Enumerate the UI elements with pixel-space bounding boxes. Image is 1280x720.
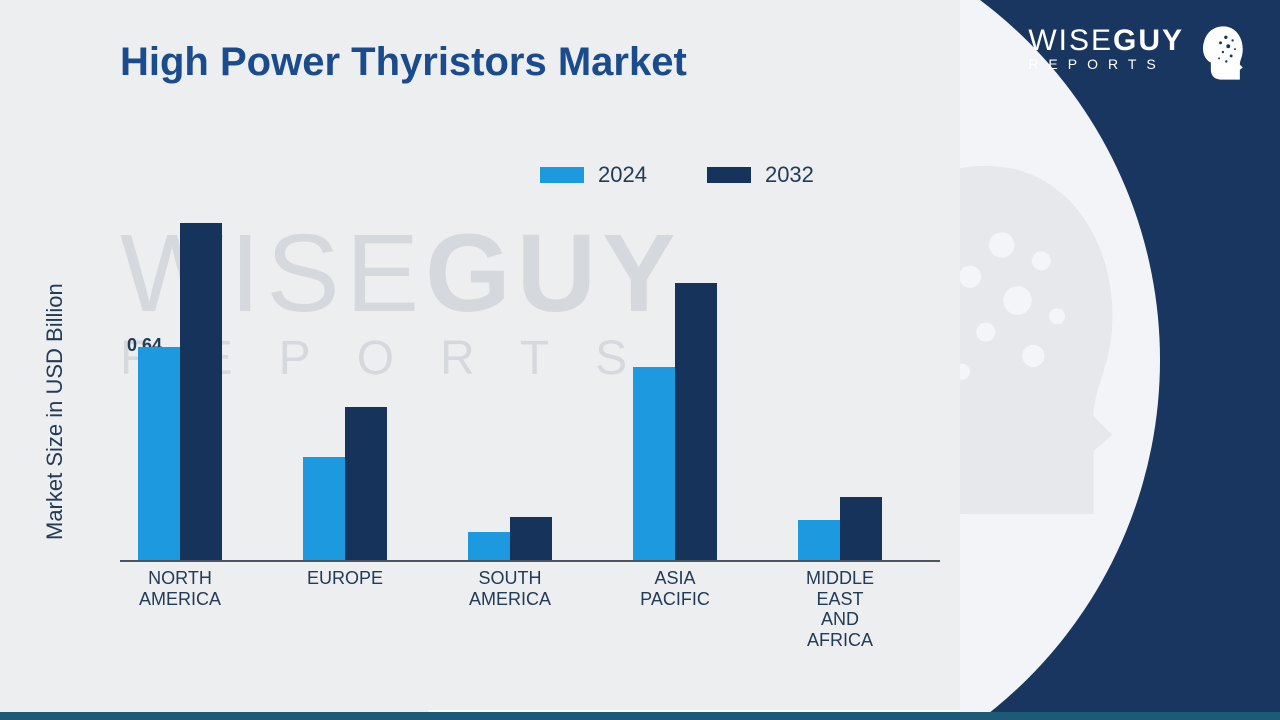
plot-area: NORTH AMERICAEUROPESOUTH AMERICAASIA PAC… [120, 210, 940, 560]
logo-line1b: GUY [1113, 24, 1184, 57]
legend-swatch-2032 [707, 167, 751, 183]
stage: High Power Thyristors Market WISEGUY REP… [0, 0, 1280, 720]
y-axis-label: Market Size in USD Billion [42, 283, 68, 540]
legend-label-2032: 2032 [765, 162, 814, 188]
legend-item-2024: 2024 [540, 162, 647, 188]
x-category-1: EUROPE [285, 568, 405, 589]
x-category-2: SOUTH AMERICA [450, 568, 570, 609]
legend-swatch-2024 [540, 167, 584, 183]
legend: 2024 2032 [540, 162, 814, 188]
bar-2024-2 [468, 532, 510, 560]
bottom-accent-bar [0, 712, 1280, 720]
brand-logo: WISEGUY REPORTS [1028, 24, 1250, 82]
bar-2024-4 [798, 520, 840, 560]
logo-head-icon [1192, 24, 1250, 82]
x-category-3: ASIA PACIFIC [615, 568, 735, 609]
bar-2032-2 [510, 517, 552, 560]
bar-2032-3 [675, 283, 717, 560]
chart-title: High Power Thyristors Market [120, 40, 687, 85]
chart-area: High Power Thyristors Market WISEGUY REP… [0, 0, 960, 710]
x-category-0: NORTH AMERICA [120, 568, 240, 609]
x-category-4: MIDDLE EAST AND AFRICA [780, 568, 900, 651]
x-axis-baseline [120, 560, 940, 562]
logo-line1a: WISE [1028, 24, 1113, 57]
bar-2032-0 [180, 223, 222, 560]
bar-2024-1 [303, 457, 345, 560]
bar-2032-4 [840, 497, 882, 560]
bar-2024-3 [633, 367, 675, 560]
bar-2032-1 [345, 407, 387, 560]
legend-item-2032: 2032 [707, 162, 814, 188]
logo-line2: REPORTS [1028, 56, 1184, 72]
bar-2024-0 [138, 347, 180, 560]
legend-label-2024: 2024 [598, 162, 647, 188]
